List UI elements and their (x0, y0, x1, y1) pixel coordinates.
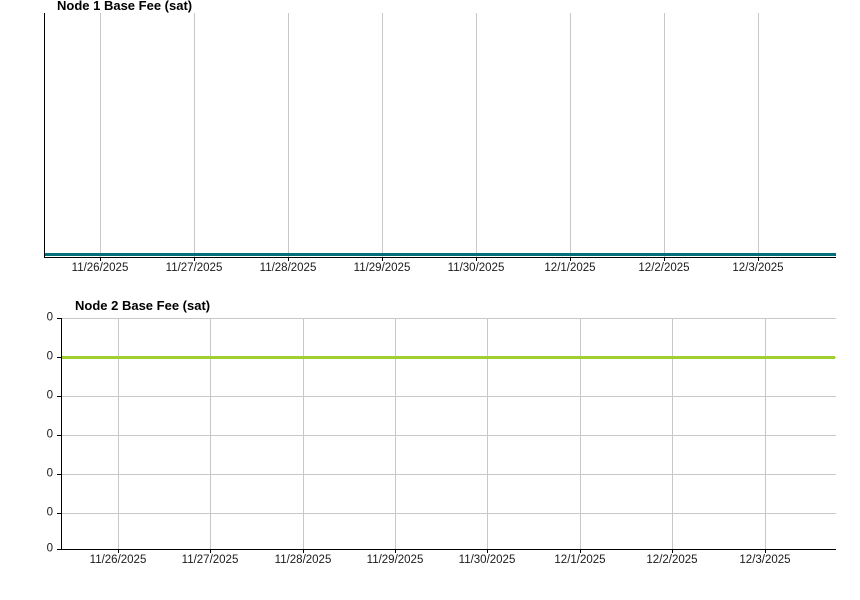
y-tick-label: 0 (46, 428, 53, 441)
gridline-vertical (580, 318, 581, 549)
y-tick-mark (57, 435, 61, 436)
series-line-node-2 (61, 356, 835, 359)
x-tick-mark (570, 257, 571, 261)
gridline-vertical (758, 13, 759, 258)
y-tick-label: 0 (46, 311, 53, 324)
gridline-vertical (664, 13, 665, 258)
y-tick-mark (57, 318, 61, 319)
x-tick-label: 11/28/2025 (259, 262, 317, 274)
y-tick-label: 0 (46, 389, 53, 402)
x-tick-mark (210, 549, 211, 553)
gridline-vertical (100, 13, 101, 258)
gridline-vertical (382, 13, 383, 258)
gridline-vertical (476, 13, 477, 258)
x-tick-mark (382, 257, 383, 261)
x-tick-mark (194, 257, 195, 261)
gridline-vertical (288, 13, 289, 258)
y-tick-mark (57, 396, 61, 397)
x-tick-label: 11/29/2025 (353, 262, 411, 274)
y-tick-mark (57, 357, 61, 358)
gridline-vertical (395, 318, 396, 549)
y-tick-label: 0 (46, 506, 53, 519)
y-tick-mark (57, 474, 61, 475)
gridline-vertical (118, 318, 119, 549)
y-tick-label: 0 (46, 350, 53, 363)
chart-title-node-2: Node 2 Base Fee (sat) (75, 298, 211, 313)
chart-node-2-base-fee: Node 2 Base Fee (sat) (0, 295, 860, 600)
gridline-horizontal (61, 318, 836, 319)
series-line-node-1 (44, 253, 836, 256)
gridline-horizontal (61, 474, 836, 475)
x-tick-mark (580, 549, 581, 553)
x-tick-label: 11/30/2025 (447, 262, 505, 274)
y-axis-line-node-1 (44, 13, 45, 258)
x-tick-label: 12/1/2025 (554, 554, 606, 566)
x-tick-mark (118, 549, 119, 553)
gridline-horizontal (61, 513, 836, 514)
x-tick-label: 11/26/2025 (89, 554, 147, 566)
x-tick-mark (487, 549, 488, 553)
x-tick-label: 11/29/2025 (366, 554, 424, 566)
x-tick-mark (288, 257, 289, 261)
plot-area-node-2 (57, 318, 836, 553)
y-axis-line-node-2 (61, 318, 62, 550)
plot-area-node-1 (44, 13, 836, 261)
x-tick-mark (758, 257, 759, 261)
x-tick-label: 12/3/2025 (732, 262, 784, 274)
x-tick-label: 11/26/2025 (71, 262, 129, 274)
gridline-vertical (210, 318, 211, 549)
gridline-horizontal (61, 435, 836, 436)
y-tick-mark (57, 513, 61, 514)
x-tick-mark (672, 549, 673, 553)
x-tick-mark (303, 549, 304, 553)
y-tick-label: 0 (46, 542, 53, 555)
x-tick-mark (395, 549, 396, 553)
gridline-vertical (672, 318, 673, 549)
chart-node-1-base-fee: Node 1 Base Fee (sat) 11/26/2025 11/27/2… (44, 0, 836, 274)
x-tick-label: 11/30/2025 (458, 554, 516, 566)
y-tick-mark (57, 549, 61, 550)
x-tick-mark (476, 257, 477, 261)
x-tick-label: 12/2/2025 (646, 554, 698, 566)
gridline-vertical (765, 318, 766, 549)
x-tick-label: 12/3/2025 (739, 554, 791, 566)
gridline-vertical (570, 13, 571, 258)
chart-title-node-1: Node 1 Base Fee (sat) (57, 0, 193, 13)
x-tick-label: 11/27/2025 (181, 554, 239, 566)
x-axis-line-node-2 (61, 549, 836, 550)
gridline-vertical (487, 318, 488, 549)
x-tick-mark (100, 257, 101, 261)
gridline-vertical (303, 318, 304, 549)
x-tick-label: 11/28/2025 (274, 554, 332, 566)
x-axis-line-node-1 (44, 257, 836, 258)
x-tick-mark (664, 257, 665, 261)
x-tick-label: 12/1/2025 (544, 262, 596, 274)
x-tick-mark (765, 549, 766, 553)
y-tick-label: 0 (46, 467, 53, 480)
gridline-horizontal (61, 396, 836, 397)
x-tick-label: 11/27/2025 (165, 262, 223, 274)
gridline-vertical (194, 13, 195, 258)
x-tick-label: 12/2/2025 (638, 262, 690, 274)
